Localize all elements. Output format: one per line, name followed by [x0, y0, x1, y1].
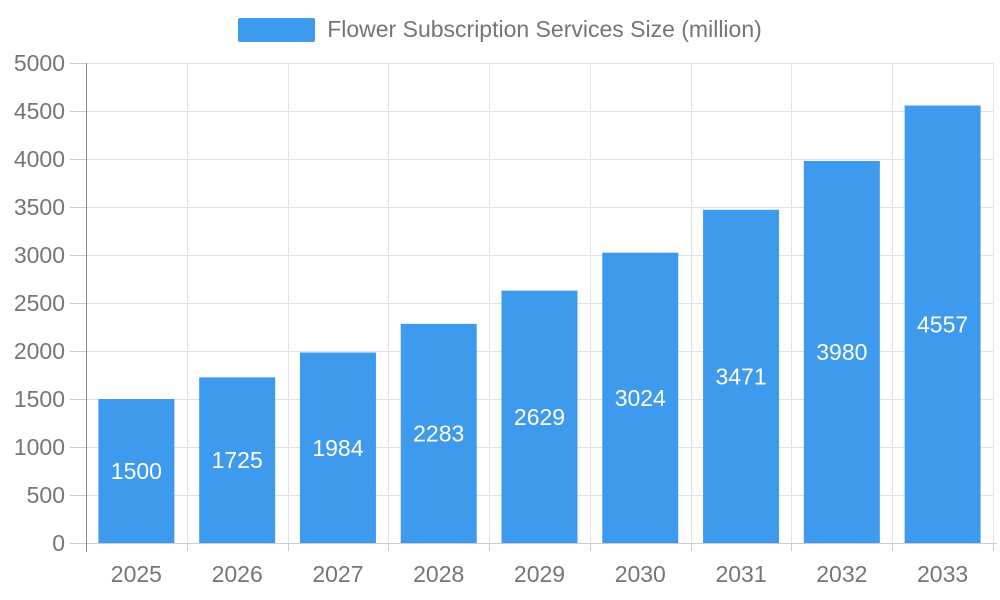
bar-2027[interactable]: [299, 352, 376, 543]
y-axis-tick-label: 0: [52, 530, 65, 556]
x-axis-tick-label: 2026: [212, 561, 263, 587]
legend-swatch: [238, 17, 316, 42]
bar-value-label: 4557: [917, 311, 968, 337]
x-axis-tick-label: 2032: [816, 561, 867, 587]
bar-2030[interactable]: [602, 252, 679, 544]
bar-2032[interactable]: [803, 160, 880, 544]
bar-2029[interactable]: [501, 290, 578, 543]
y-axis-tick-label: 1500: [14, 386, 65, 412]
bar-2025[interactable]: [98, 399, 175, 543]
x-axis-tick-label: 2031: [715, 561, 766, 587]
y-axis-tick-label: 500: [27, 482, 65, 508]
y-axis-tick-label: 2000: [14, 338, 65, 364]
y-axis-tick-label: 3500: [14, 194, 65, 220]
bar-2026[interactable]: [199, 377, 276, 543]
y-axis-tick-label: 4000: [14, 146, 65, 172]
bar-value-label: 1725: [212, 447, 263, 473]
y-axis-tick-label: 2500: [14, 290, 65, 316]
bar-value-label: 1500: [111, 458, 162, 484]
x-axis-tick-label: 2027: [312, 561, 363, 587]
bar-value-label: 3980: [816, 339, 867, 365]
y-axis-tick-label: 1000: [14, 434, 65, 460]
x-axis-tick-label: 2033: [917, 561, 968, 587]
x-axis-tick-label: 2029: [514, 561, 565, 587]
legend[interactable]: Flower Subscription Services Size (milli…: [0, 16, 1000, 44]
x-axis-tick-label: 2028: [413, 561, 464, 587]
bar-value-label: 1984: [312, 435, 363, 461]
legend-label: Flower Subscription Services Size (milli…: [327, 16, 762, 42]
y-axis-tick-label: 4500: [14, 98, 65, 124]
x-axis-tick-label: 2030: [615, 561, 666, 587]
y-axis-tick-label: 5000: [14, 50, 65, 76]
bar-value-label: 3024: [615, 385, 666, 411]
bar-2031[interactable]: [703, 209, 780, 543]
y-axis-tick-label: 3000: [14, 242, 65, 268]
bar-value-label: 2283: [413, 420, 464, 446]
bar-value-label: 3471: [715, 363, 766, 389]
bar-2028[interactable]: [400, 323, 477, 543]
bar-2033[interactable]: [904, 105, 981, 543]
x-axis-tick-label: 2025: [111, 561, 162, 587]
bar-value-label: 2629: [514, 404, 565, 430]
